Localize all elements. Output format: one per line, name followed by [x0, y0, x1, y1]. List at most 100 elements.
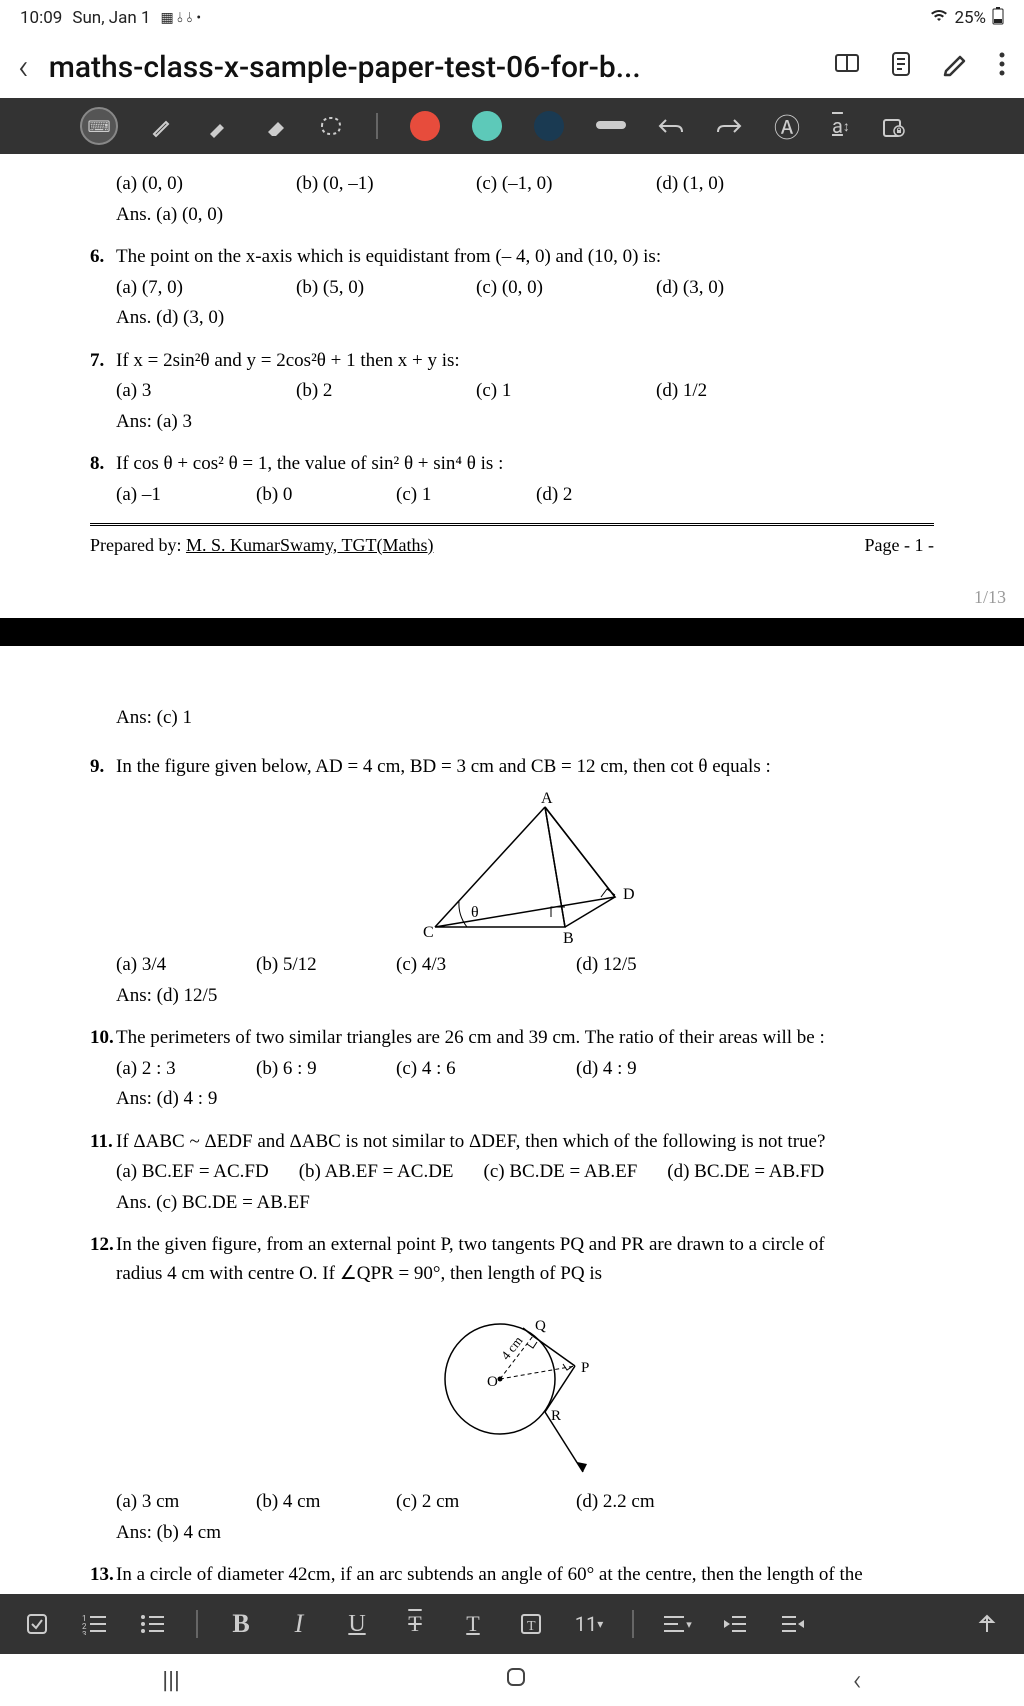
q12-answer: Ans: (b) 4 cm [116, 1519, 934, 1548]
recents-button[interactable]: ||| [162, 1666, 180, 1694]
more-icon[interactable] [998, 51, 1006, 84]
page-indicator: 1/13 [0, 579, 1024, 618]
book-icon[interactable] [834, 52, 860, 83]
svg-text:R: R [551, 1408, 561, 1424]
svg-text:3: 3 [82, 1630, 87, 1635]
redo-icon[interactable] [716, 116, 742, 136]
battery-pct: 25% [954, 8, 986, 28]
q6-answer: Ans. (d) (3, 0) [116, 304, 934, 333]
indent-decrease-icon[interactable] [778, 1614, 808, 1634]
q10-opt-c: (c) 4 : 6 [396, 1055, 576, 1084]
italic-button[interactable]: I [284, 1609, 314, 1639]
collapse-toolbar-icon[interactable] [972, 1614, 1002, 1634]
bold-button[interactable]: B [226, 1609, 256, 1639]
underline-button[interactable]: U [342, 1611, 372, 1638]
q13-number: 13. [90, 1561, 114, 1590]
footer-page: Page - 1 - [865, 532, 934, 559]
svg-text:θ: θ [471, 904, 479, 921]
q12-text1: In the given figure, from an external po… [116, 1231, 934, 1260]
page-footer: Prepared by: M. S. KumarSwamy, TGT(Maths… [90, 523, 934, 559]
q6-text: The point on the x-axis which is equidis… [116, 243, 934, 272]
footer-author: M. S. KumarSwamy, TGT(Maths) [186, 535, 433, 555]
q7-text: If x = 2sin²θ and y = 2cos²θ + 1 then x … [116, 347, 934, 376]
numbered-list-icon[interactable]: 123 [80, 1613, 110, 1635]
drawing-toolbar: ⌨ Ⓐ a↕ [0, 98, 1024, 154]
keyboard-icon[interactable]: ⌨ [80, 107, 118, 145]
svg-text:A: A [541, 790, 553, 807]
bullet-list-icon[interactable] [138, 1613, 168, 1635]
header-actions [834, 51, 1006, 84]
home-button[interactable] [504, 1665, 528, 1695]
document-title: maths-class-x-sample-paper-test-06-for-b… [49, 50, 814, 85]
back-nav-button[interactable]: ‹ [853, 1663, 862, 1698]
indent-increase-icon[interactable] [720, 1614, 750, 1634]
question-8: 8. If cos θ + cos² θ = 1, the value of s… [90, 450, 934, 509]
q7-opt-b: (b) 2 [296, 377, 476, 406]
q12-text2: radius 4 cm with centre O. If ∠QPR = 90°… [116, 1260, 934, 1289]
font-icon[interactable]: Ⓐ [774, 108, 800, 145]
q8-opt-d: (d) 2 [536, 481, 676, 510]
q10-opt-a: (a) 2 : 3 [116, 1055, 256, 1084]
lock-layer-icon[interactable] [882, 114, 906, 138]
align-button[interactable]: ▾ [662, 1614, 692, 1634]
q5-answer: Ans. (a) (0, 0) [116, 201, 934, 230]
highlight-button[interactable]: T [516, 1612, 546, 1636]
lasso-icon[interactable] [318, 115, 344, 137]
eraser-icon[interactable] [262, 116, 286, 136]
question-12: 12. In the given figure, from an externa… [90, 1231, 934, 1547]
pen-icon[interactable] [150, 114, 174, 138]
q11-opt-d: (d) BC.DE = AB.FD [667, 1158, 824, 1187]
question-7: 7. If x = 2sin²θ and y = 2cos²θ + 1 then… [90, 347, 934, 437]
q9-text: In the figure given below, AD = 4 cm, BD… [116, 753, 934, 782]
text-color-button[interactable]: T [458, 1611, 488, 1637]
svg-text:C: C [423, 924, 434, 941]
back-button[interactable]: ‹ [18, 46, 29, 88]
q9-opt-d: (d) 12/5 [576, 951, 756, 980]
undo-icon[interactable] [658, 116, 684, 136]
q12-opt-a: (a) 3 cm [116, 1488, 256, 1517]
q6-opt-d: (d) (3, 0) [656, 274, 836, 303]
notes-icon[interactable] [890, 51, 912, 84]
color-navy[interactable] [534, 111, 564, 141]
svg-text:B: B [563, 930, 574, 947]
edit-icon[interactable] [942, 51, 968, 84]
q12-opt-c: (c) 2 cm [396, 1488, 576, 1517]
checkbox-icon[interactable] [22, 1613, 52, 1635]
highlighter-icon[interactable] [206, 114, 230, 138]
battery-icon [992, 7, 1004, 30]
color-red[interactable] [410, 111, 440, 141]
text-height-icon[interactable]: a↕ [832, 114, 850, 138]
q5-opt-b: (b) (0, –1) [296, 170, 476, 199]
svg-text:P: P [581, 1360, 589, 1376]
color-teal[interactable] [472, 111, 502, 141]
svg-text:4 cm: 4 cm [498, 1333, 526, 1362]
question-5-options: (a) (0, 0) (b) (0, –1) (c) (–1, 0) (d) (… [90, 170, 934, 229]
q5-opt-c: (c) (–1, 0) [476, 170, 656, 199]
q11-opt-a: (a) BC.EF = AC.FD [116, 1158, 269, 1187]
question-13: 13. In a circle of diameter 42cm, if an … [90, 1561, 934, 1594]
q11-text: If ΔABC ~ ΔEDF and ΔABC is not similar t… [116, 1128, 934, 1157]
q7-opt-d: (d) 1/2 [656, 377, 836, 406]
status-indicators: ▦ ⫰ ⫰ • [161, 10, 202, 26]
q8-opt-a: (a) –1 [116, 481, 256, 510]
app-header: ‹ maths-class-x-sample-paper-test-06-for… [0, 36, 1024, 98]
q6-opt-c: (c) (0, 0) [476, 274, 656, 303]
page-divider [0, 618, 1024, 646]
footer-prepared: Prepared by: M. S. KumarSwamy, TGT(Maths… [90, 532, 433, 559]
q8-answer-block: Ans: (c) 1 [90, 704, 934, 733]
strikethrough-button[interactable]: T [400, 1611, 430, 1637]
bt-separator-1 [196, 1610, 198, 1638]
wifi-icon [930, 8, 948, 28]
q9-answer: Ans: (d) 12/5 [116, 982, 934, 1011]
q8-answer: Ans: (c) 1 [116, 704, 934, 733]
q12-figure: O Q P R 4 cm [415, 1294, 635, 1484]
q13-text1: In a circle of diameter 42cm, if an arc … [116, 1561, 934, 1590]
q5-opt-a: (a) (0, 0) [116, 170, 296, 199]
svg-text:Q: Q [535, 1318, 546, 1334]
q6-opt-a: (a) (7, 0) [116, 274, 296, 303]
font-size-selector[interactable]: 11▾ [574, 1612, 604, 1636]
stroke-width-icon[interactable] [596, 121, 626, 131]
question-11: 11. If ΔABC ~ ΔEDF and ΔABC is not simil… [90, 1128, 934, 1218]
document-content[interactable]: (a) (0, 0) (b) (0, –1) (c) (–1, 0) (d) (… [0, 154, 1024, 1594]
q9-opt-c: (c) 4/3 [396, 951, 576, 980]
